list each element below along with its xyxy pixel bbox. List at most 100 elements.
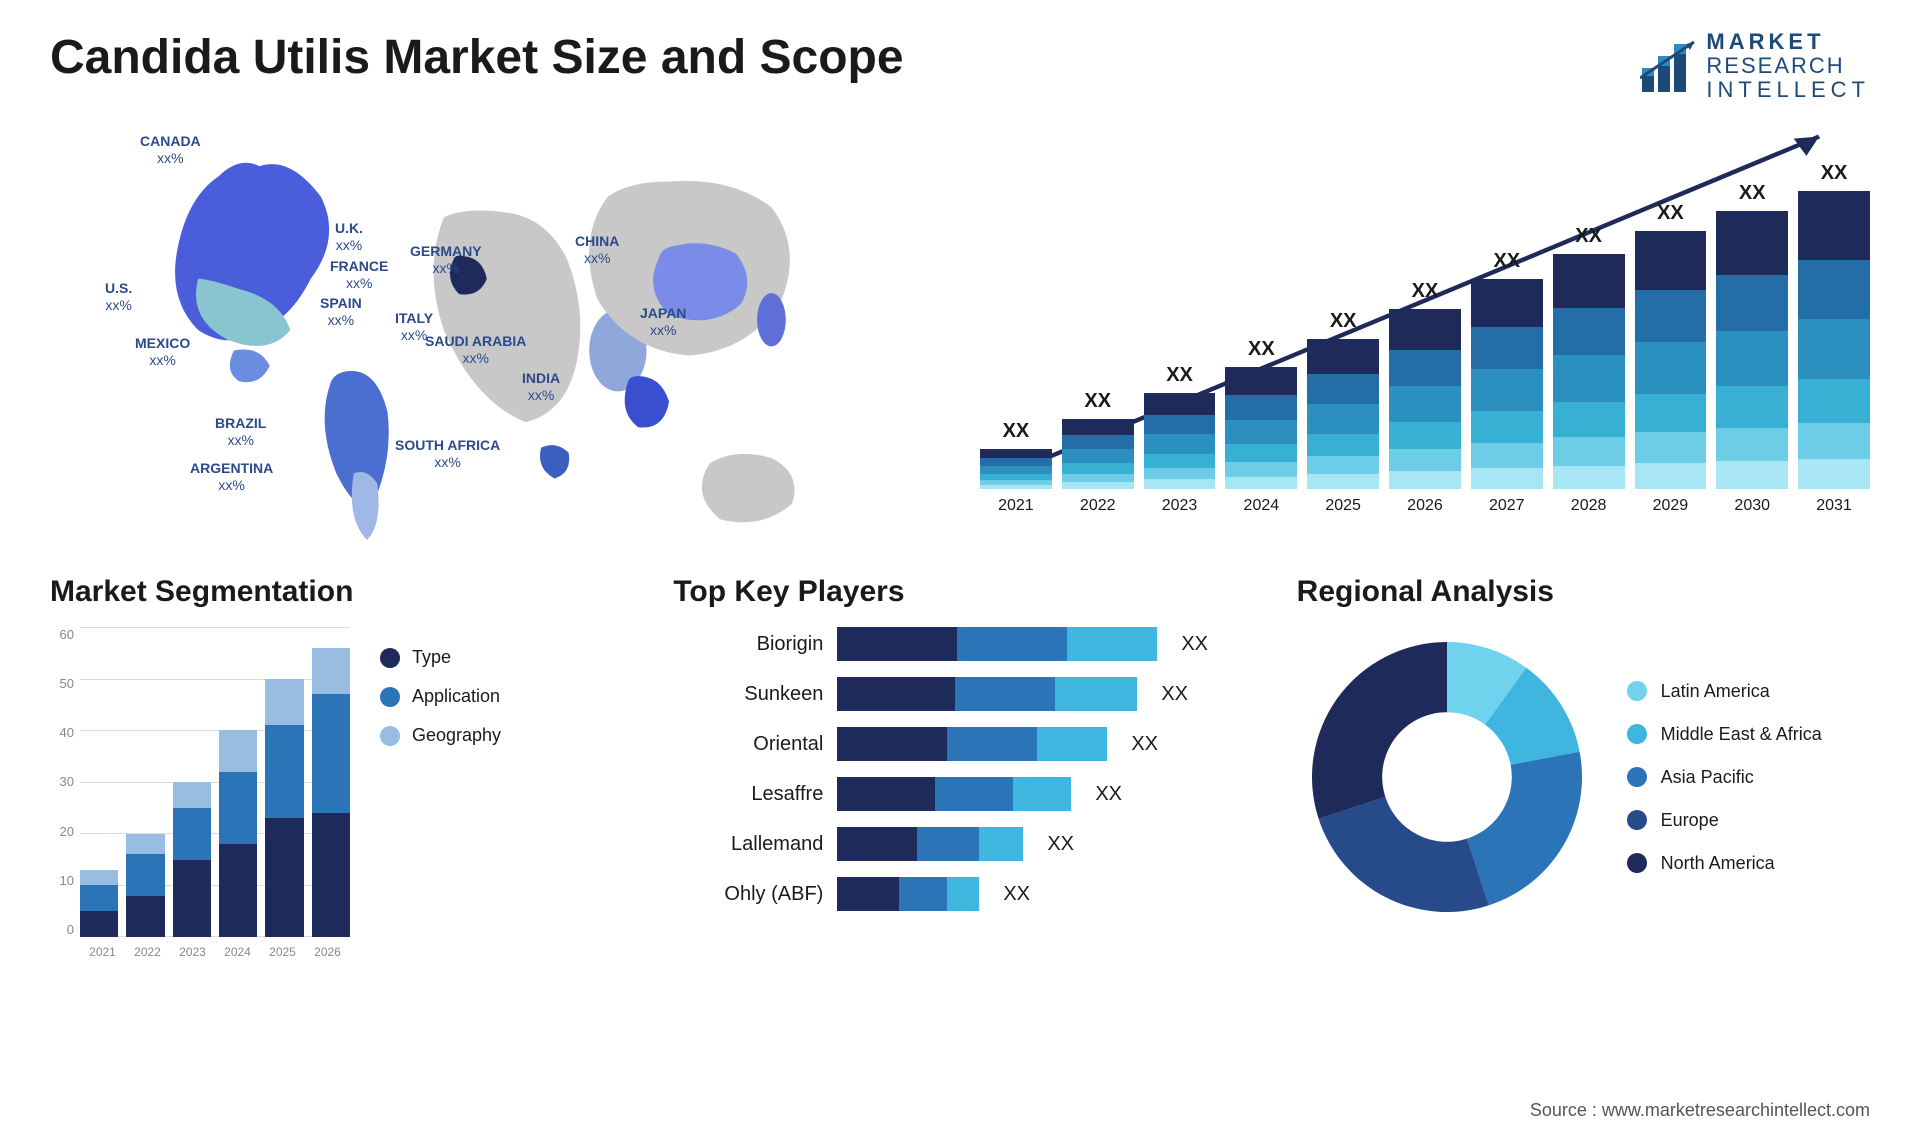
growth-year-label: 2027 xyxy=(1489,497,1525,515)
growth-value-label: XX xyxy=(1003,420,1030,443)
growth-value-label: XX xyxy=(1821,162,1848,185)
map-label-france: FRANCExx% xyxy=(330,258,388,292)
growth-value-label: XX xyxy=(1330,310,1357,333)
seg-col-2024 xyxy=(219,730,257,937)
kp-label: Sunkeen xyxy=(673,683,823,706)
growth-col-2030: XX 2030 xyxy=(1716,182,1788,515)
segmentation-chart: 6050403020100 202120222023202420252026 xyxy=(50,627,350,967)
growth-value-label: XX xyxy=(1739,182,1766,205)
map-label-southafrica: SOUTH AFRICAxx% xyxy=(395,437,500,471)
segmentation-panel: Market Segmentation 6050403020100 202120… xyxy=(50,575,623,1015)
region-legend-middleeastafrica: Middle East & Africa xyxy=(1627,724,1822,745)
map-label-argentina: ARGENTINAxx% xyxy=(190,460,273,494)
growth-year-label: 2024 xyxy=(1244,497,1280,515)
map-label-brazil: BRAZILxx% xyxy=(215,415,266,449)
world-map-icon xyxy=(50,115,940,545)
map-label-india: INDIAxx% xyxy=(522,370,560,404)
growth-col-2027: XX 2027 xyxy=(1471,250,1543,515)
kp-label: Oriental xyxy=(673,733,823,756)
donut-slice-asiapacific xyxy=(1467,752,1582,906)
segmentation-title: Market Segmentation xyxy=(50,575,623,609)
map-label-uk: U.K.xx% xyxy=(335,220,363,254)
growth-col-2028: XX 2028 xyxy=(1553,225,1625,515)
page-title: Candida Utilis Market Size and Scope xyxy=(50,30,1870,85)
growth-value-label: XX xyxy=(1575,225,1602,248)
growth-value-label: XX xyxy=(1493,250,1520,273)
logo-line2: RESEARCH xyxy=(1706,54,1870,78)
growth-value-label: XX xyxy=(1657,202,1684,225)
logo-bars-icon xyxy=(1640,38,1696,94)
seg-legend-geography: Geography xyxy=(380,725,501,746)
growth-col-2021: XX 2021 xyxy=(980,420,1052,515)
regional-donut-chart xyxy=(1297,627,1597,927)
growth-year-label: 2022 xyxy=(1080,497,1116,515)
seg-col-2023 xyxy=(173,782,211,937)
map-label-mexico: MEXICOxx% xyxy=(135,335,190,369)
kp-label: Lesaffre xyxy=(673,783,823,806)
growth-year-label: 2025 xyxy=(1325,497,1361,515)
growth-value-label: XX xyxy=(1248,338,1275,361)
seg-col-2021 xyxy=(80,870,118,937)
region-legend-europe: Europe xyxy=(1627,810,1822,831)
growth-col-2023: XX 2023 xyxy=(1144,364,1216,515)
map-label-canada: CANADAxx% xyxy=(140,133,201,167)
growth-col-2026: XX 2026 xyxy=(1389,280,1461,515)
growth-col-2022: XX 2022 xyxy=(1062,390,1134,515)
growth-value-label: XX xyxy=(1412,280,1439,303)
seg-col-2026 xyxy=(312,648,350,937)
seg-col-2022 xyxy=(126,834,164,937)
world-map-panel: CANADAxx% U.S.xx%MEXICOxx% BRAZILxx% ARGENT… xyxy=(50,115,940,545)
region-legend-northamerica: North America xyxy=(1627,853,1822,874)
growth-col-2025: XX 2025 xyxy=(1307,310,1379,515)
kp-label: Ohly (ABF) xyxy=(673,883,823,906)
map-label-us: U.S.xx% xyxy=(105,280,132,314)
region-legend-asiapacific: Asia Pacific xyxy=(1627,767,1822,788)
growth-chart: XX2021XX2022XX2023XX2024XX2025XX2026XX20… xyxy=(980,115,1870,545)
logo-line1: MARKET xyxy=(1706,30,1870,54)
map-label-china: CHINAxx% xyxy=(575,233,619,267)
kp-value: XX xyxy=(1131,733,1158,756)
kp-label: Lallemand xyxy=(673,833,823,856)
growth-year-label: 2023 xyxy=(1162,497,1198,515)
regional-legend: Latin America Middle East & Africa Asia Pa… xyxy=(1627,681,1822,874)
kp-value: XX xyxy=(1161,683,1188,706)
growth-col-2029: XX2029 xyxy=(1635,202,1707,515)
growth-year-label: 2028 xyxy=(1571,497,1607,515)
key-players-panel: Top Key Players BioriginXXSunkeenXXOrien… xyxy=(673,575,1246,1015)
seg-legend-application: Application xyxy=(380,686,501,707)
growth-col-2031: XX 2031 xyxy=(1798,162,1870,515)
key-players-title: Top Key Players xyxy=(673,575,1246,609)
map-label-spain: SPAINxx% xyxy=(320,295,362,329)
kp-value: XX xyxy=(1095,783,1122,806)
map-label-japan: JAPANxx% xyxy=(640,305,686,339)
donut-slice-northamerica xyxy=(1312,642,1447,819)
segmentation-legend: Type Application Geography xyxy=(380,627,501,967)
seg-legend-type: Type xyxy=(380,647,501,668)
donut-slice-europe xyxy=(1318,797,1488,912)
growth-value-label: XX xyxy=(1084,390,1111,413)
regional-title: Regional Analysis xyxy=(1297,575,1870,609)
kp-row-lesaffre: Lesaffre XX xyxy=(673,777,1246,811)
growth-col-2024: XX 2024 xyxy=(1225,338,1297,515)
logo: MARKET RESEARCH INTELLECT xyxy=(1640,30,1870,103)
region-legend-latinamerica: Latin America xyxy=(1627,681,1822,702)
kp-row-lallemand: Lallemand XX xyxy=(673,827,1246,861)
map-label-germany: GERMANYxx% xyxy=(410,243,482,277)
growth-value-label: XX xyxy=(1166,364,1193,387)
map-label-saudiarabia: SAUDI ARABIAxx% xyxy=(425,333,526,367)
growth-year-label: 2031 xyxy=(1816,497,1852,515)
regional-panel: Regional Analysis Latin America Middle Ea… xyxy=(1297,575,1870,1015)
kp-row-oriental: Oriental XX xyxy=(673,727,1246,761)
logo-line3: INTELLECT xyxy=(1706,78,1870,102)
growth-year-label: 2021 xyxy=(998,497,1034,515)
growth-year-label: 2026 xyxy=(1407,497,1443,515)
kp-row-ohlyabf: Ohly (ABF) XX xyxy=(673,877,1246,911)
kp-label: Biorigin xyxy=(673,633,823,656)
kp-row-sunkeen: Sunkeen XX xyxy=(673,677,1246,711)
kp-value: XX xyxy=(1003,883,1030,906)
source-label: Source : www.marketresearchintellect.com xyxy=(1530,1100,1870,1121)
kp-value: XX xyxy=(1047,833,1074,856)
kp-row-biorigin: BioriginXX xyxy=(673,627,1246,661)
seg-col-2025 xyxy=(265,679,303,937)
growth-year-label: 2030 xyxy=(1734,497,1770,515)
